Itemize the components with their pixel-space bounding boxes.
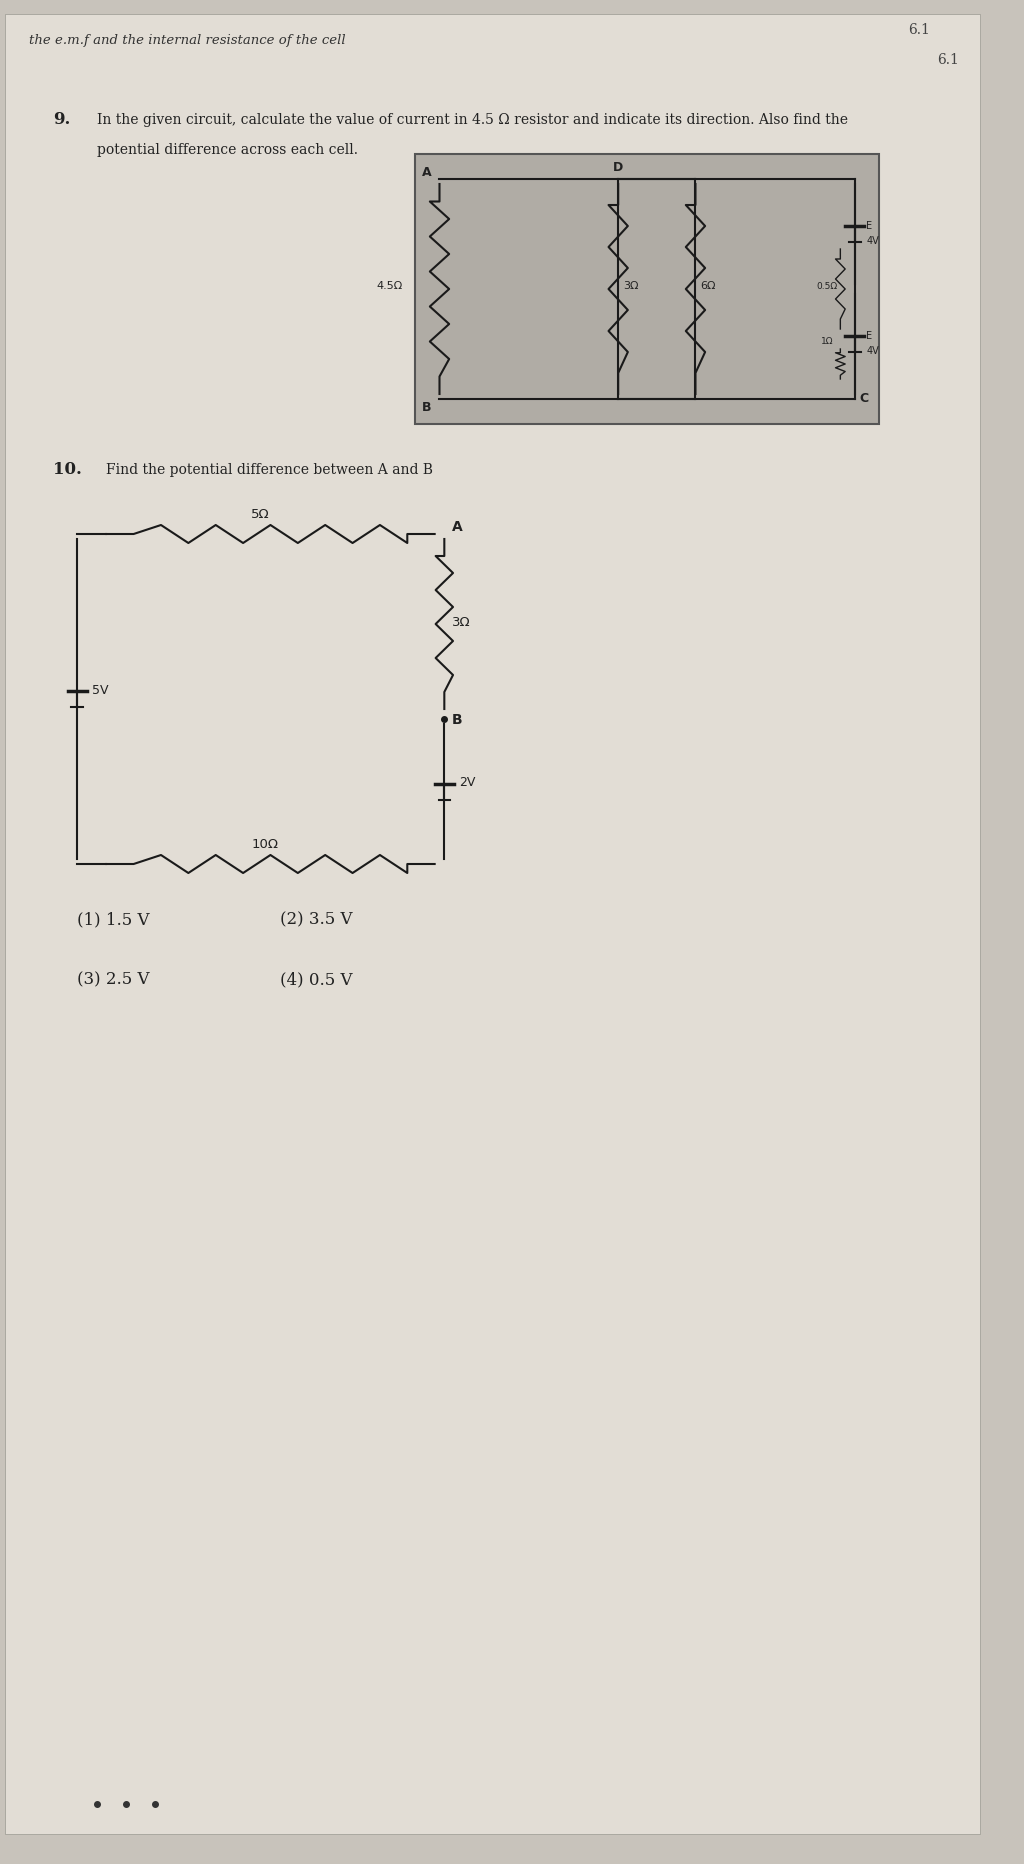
Text: 6.1: 6.1 [937,52,958,67]
Text: 0.5Ω: 0.5Ω [816,281,838,291]
Text: E: E [866,222,872,231]
Text: (2) 3.5 V: (2) 3.5 V [281,911,352,928]
FancyBboxPatch shape [416,155,879,423]
Text: E: E [866,332,872,341]
Text: 5V: 5V [92,684,109,697]
Text: Find the potential difference between A and B: Find the potential difference between A … [106,462,433,477]
Text: 5Ω: 5Ω [251,509,269,522]
Text: 6Ω: 6Ω [700,281,716,291]
Text: (3) 2.5 V: (3) 2.5 V [77,971,150,988]
Text: potential difference across each cell.: potential difference across each cell. [96,144,357,157]
Text: 6.1: 6.1 [908,22,930,37]
Text: (1) 1.5 V: (1) 1.5 V [77,911,150,928]
FancyBboxPatch shape [5,15,980,1834]
Text: In the given circuit, calculate the value of current in 4.5 Ω resistor and indic: In the given circuit, calculate the valu… [96,114,848,127]
Text: the e.m.f and the internal resistance of the cell: the e.m.f and the internal resistance of… [29,34,346,47]
Text: B: B [422,401,431,414]
Text: D: D [613,160,624,173]
Text: 9.: 9. [53,112,71,129]
Text: B: B [452,714,463,727]
Text: 3Ω: 3Ω [452,617,471,630]
Text: 2V: 2V [459,777,475,790]
Text: 4V: 4V [866,237,880,246]
Text: 3Ω: 3Ω [623,281,639,291]
Text: 4V: 4V [866,347,880,356]
Text: 10.: 10. [53,460,82,477]
Text: A: A [452,520,463,533]
Text: C: C [860,391,868,404]
Text: (4) 0.5 V: (4) 0.5 V [281,971,352,988]
Text: A: A [422,166,432,179]
Text: 10Ω: 10Ω [251,839,279,852]
Text: 1Ω: 1Ω [821,337,834,347]
Text: 4.5Ω: 4.5Ω [377,281,402,291]
